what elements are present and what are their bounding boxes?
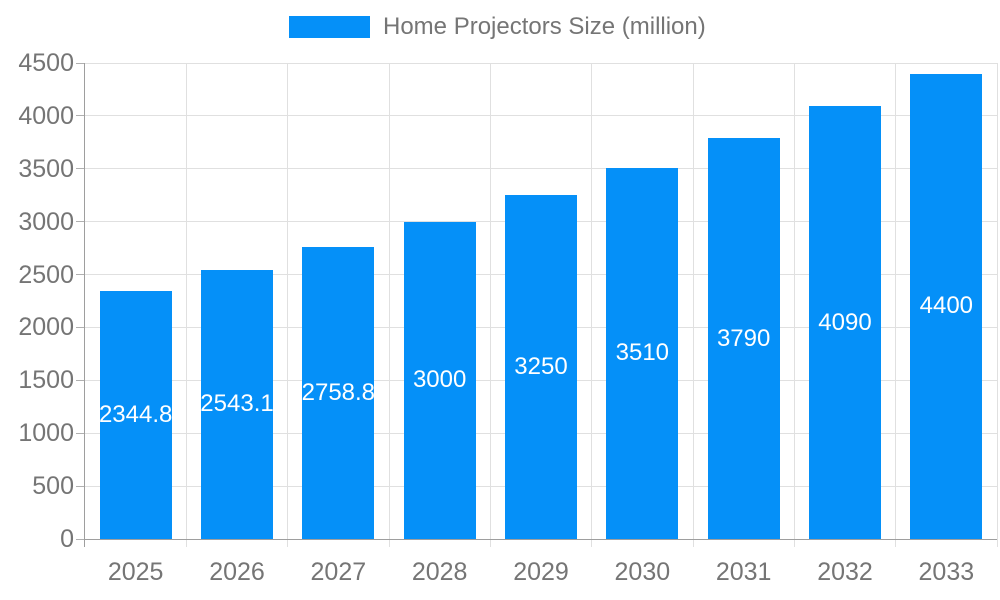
y-tick-label: 0 <box>60 525 74 553</box>
gridline-v <box>793 63 795 539</box>
gridline-v <box>388 63 390 539</box>
y-tick-label: 3000 <box>18 207 74 236</box>
bar[interactable] <box>505 195 577 539</box>
y-tick <box>76 62 85 64</box>
y-tick-label: 2000 <box>18 313 74 342</box>
bar[interactable] <box>809 106 881 539</box>
y-tick <box>76 432 85 434</box>
x-tick <box>692 539 694 547</box>
gridline-h <box>85 115 997 117</box>
y-tick-label: 4000 <box>18 101 74 130</box>
x-tick <box>388 539 390 547</box>
gridline-v <box>287 63 289 539</box>
bar-value-label: 3790 <box>716 324 771 352</box>
gridline-v <box>895 63 897 539</box>
x-tick-label: 2025 <box>107 558 164 586</box>
x-tick <box>895 539 897 547</box>
bar-value-label: 2543.1 <box>200 390 274 418</box>
x-tick-label: 2026 <box>209 558 265 586</box>
y-tick-label: 1000 <box>18 419 74 448</box>
bar-value-label: 3510 <box>615 339 670 367</box>
bar-value-label: 4090 <box>818 308 872 336</box>
x-tick-label: 2031 <box>715 558 772 586</box>
x-tick <box>287 539 289 547</box>
y-tick <box>76 326 85 328</box>
legend-item[interactable]: Home Projectors Size (million) <box>289 11 706 43</box>
y-tick <box>76 379 85 381</box>
bar[interactable] <box>403 221 476 539</box>
x-tick <box>996 539 998 547</box>
y-tick-label: 500 <box>32 472 74 501</box>
x-tick-label: 2027 <box>310 558 367 586</box>
bar-value-label: 2758.8 <box>301 379 376 407</box>
x-tick-label: 2028 <box>411 558 468 586</box>
y-tick <box>76 274 85 276</box>
bar-value-label: 4400 <box>919 292 974 320</box>
x-tick-label: 2029 <box>513 558 569 586</box>
y-tick-label: 3500 <box>18 154 74 183</box>
x-tick <box>591 539 593 547</box>
y-tick <box>76 538 85 540</box>
legend-label: Home Projectors Size (million) <box>383 13 706 40</box>
y-tick-label: 1500 <box>18 366 74 395</box>
gridline-v <box>591 63 593 539</box>
y-tick <box>76 221 85 223</box>
y-tick <box>76 115 85 117</box>
bar[interactable] <box>302 247 375 539</box>
bar-value-label: 2344.8 <box>98 400 173 428</box>
legend-swatch <box>289 16 370 38</box>
y-tick <box>76 485 85 487</box>
gridline-h <box>85 168 997 170</box>
bar[interactable] <box>201 269 273 539</box>
y-axis-line <box>84 63 85 547</box>
gridline-h <box>85 62 997 64</box>
gridline-v <box>996 63 998 539</box>
y-tick <box>76 168 85 170</box>
bar-value-label: 3000 <box>412 366 467 394</box>
y-tick-label: 4500 <box>18 49 74 77</box>
x-tick <box>185 539 187 547</box>
x-tick-label: 2032 <box>817 558 873 586</box>
y-tick-label: 2500 <box>18 260 74 289</box>
x-tick-label: 2030 <box>614 558 671 586</box>
bar[interactable] <box>910 73 983 539</box>
bar-value-label: 3250 <box>514 353 568 381</box>
x-tick <box>489 539 491 547</box>
gridline-v <box>185 63 187 539</box>
x-tick <box>793 539 795 547</box>
x-axis-line <box>85 538 997 540</box>
gridline-v <box>489 63 491 539</box>
bar[interactable] <box>99 290 172 539</box>
gridline-v <box>692 63 694 539</box>
bar[interactable] <box>707 138 780 539</box>
x-tick-label: 2033 <box>918 558 975 586</box>
bar[interactable] <box>606 167 679 539</box>
